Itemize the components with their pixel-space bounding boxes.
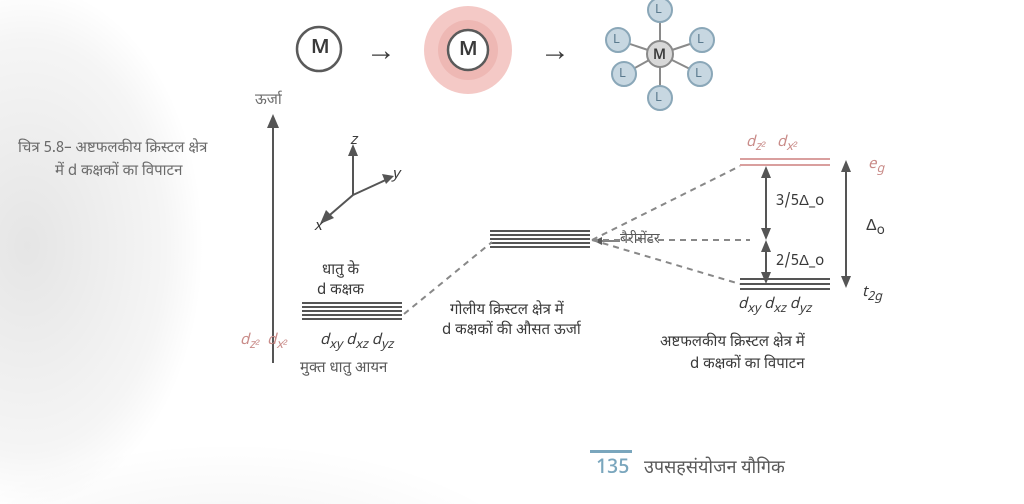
figure-caption-line2: में d कक्षकों का विपाटन bbox=[55, 163, 182, 182]
two-fifth-label: 2/5Δ_o bbox=[776, 252, 824, 272]
t2g-d-labels: dxy dxz dyz bbox=[738, 296, 811, 318]
footer-rule bbox=[590, 450, 632, 453]
free-metal-label: M bbox=[311, 36, 330, 62]
ligand-label-ul: L bbox=[613, 32, 620, 49]
eg-level bbox=[740, 158, 830, 166]
axis-x-label: x bbox=[314, 218, 322, 237]
octa-caption-1: अष्टफलकीय क्रिस्टल क्षेत्र में bbox=[660, 334, 805, 353]
spherical-metal-label: M bbox=[459, 38, 478, 64]
spherical-caption-2: d कक्षकों की औसत ऊर्जा bbox=[442, 322, 581, 341]
spherical-level bbox=[490, 230, 590, 248]
octa-caption-2: d कक्षकों का विपाटन bbox=[690, 356, 805, 375]
three-fifth-label: 3/5Δ_o bbox=[776, 192, 824, 212]
free-ion-title2: d कक्षक bbox=[317, 282, 364, 301]
delta-o-label: Δo bbox=[866, 216, 885, 240]
energy-axis bbox=[258, 108, 288, 368]
ligand-label-bottom: L bbox=[655, 90, 662, 107]
octahedral-metal-label: M bbox=[653, 46, 666, 65]
chapter-title: उपसहसंयोजन यौगिक bbox=[644, 458, 785, 481]
page-vignette-left bbox=[0, 0, 300, 504]
axis-z-label: z bbox=[350, 132, 357, 151]
two-fifth-bracket bbox=[756, 240, 778, 284]
arrow-2: → bbox=[540, 34, 570, 73]
xyz-axes-icon bbox=[308, 140, 398, 230]
free-ion-d-grey: dxy dxz dyz bbox=[320, 332, 393, 354]
page-vignette-bottom bbox=[0, 364, 860, 504]
axis-y-label: y bbox=[392, 166, 400, 185]
ligand-label-top: L bbox=[655, 2, 662, 19]
ligand-label-ur: L bbox=[697, 32, 704, 49]
dash-split bbox=[586, 158, 756, 298]
three-fifth-bracket bbox=[756, 166, 778, 240]
free-ion-d-pink: dz² dx² bbox=[240, 332, 287, 354]
figure-caption-line1: चित्र 5.8– अष्टफलकीय क्रिस्टल क्षेत्र bbox=[18, 140, 207, 159]
page-number: 135 bbox=[596, 456, 629, 482]
spherical-caption-1: गोलीय क्रिस्टल क्षेत्र में bbox=[450, 302, 564, 321]
ligand-label-ll: L bbox=[619, 66, 626, 83]
free-ion-footer: मुक्त धातु आयन bbox=[300, 360, 387, 379]
free-ion-level bbox=[302, 302, 402, 320]
free-ion-title1: धातु के bbox=[322, 262, 359, 281]
t2g-level bbox=[740, 278, 830, 290]
eg-d-pink: dz² dx² bbox=[746, 134, 797, 156]
t2g-symbol: t2g bbox=[862, 284, 882, 306]
energy-axis-label: ऊर्जा bbox=[255, 92, 282, 111]
ligand-label-lr: L bbox=[695, 66, 702, 83]
eg-symbol: eg bbox=[868, 156, 884, 178]
arrow-1: → bbox=[366, 34, 396, 73]
delta-o-bracket bbox=[834, 160, 864, 288]
